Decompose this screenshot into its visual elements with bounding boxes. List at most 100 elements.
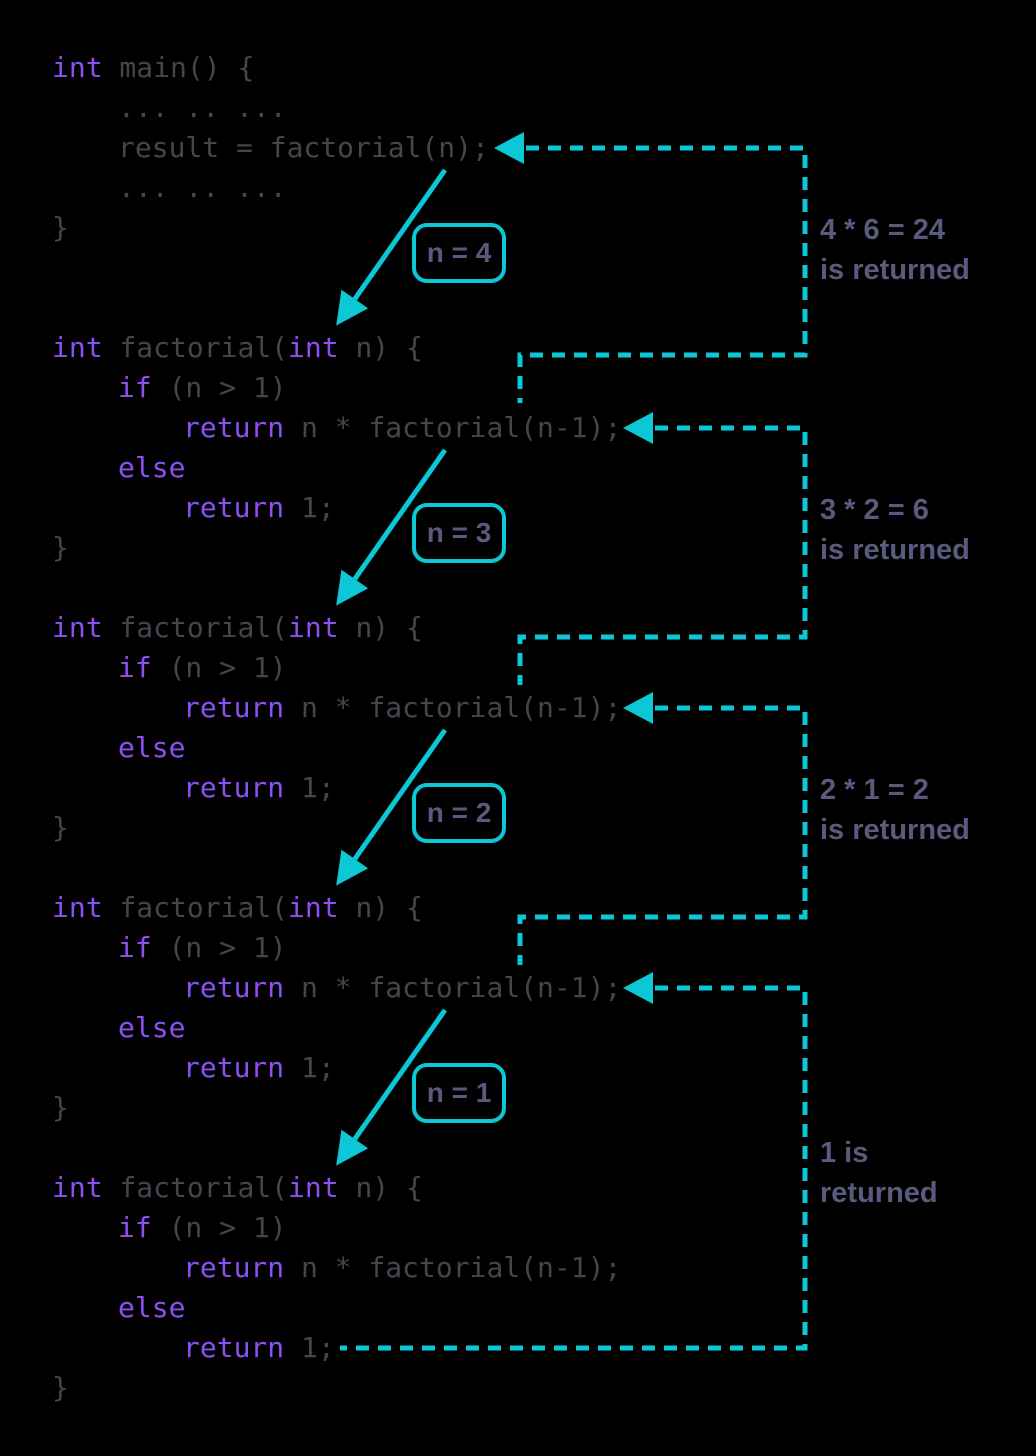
- code-keyword: if: [118, 651, 152, 684]
- note-line: 1 is: [820, 1137, 869, 1169]
- call-arrow-n2: [336, 728, 448, 886]
- code-line: if (n > 1): [118, 934, 287, 962]
- code-text: }: [52, 531, 69, 564]
- code-keyword: int: [288, 611, 339, 644]
- return-value-note-1: 1 is returned: [820, 1133, 938, 1213]
- code-line: else: [118, 454, 185, 482]
- return-arrowhead-icon: [623, 692, 653, 724]
- return-arrowhead-icon: [623, 412, 653, 444]
- code-line: }: [52, 534, 69, 562]
- return-path-1: [340, 985, 808, 1351]
- code-keyword: return: [183, 1331, 285, 1364]
- code-keyword: else: [118, 731, 186, 764]
- call-arg-label-n2: n = 2: [412, 783, 506, 843]
- code-line: int factorial(int n) {: [52, 894, 423, 922]
- code-keyword: return: [183, 491, 285, 524]
- code-text: n) {: [338, 331, 423, 364]
- return-arrowhead-icon: [494, 132, 524, 164]
- return-paths: [340, 132, 808, 1351]
- code-keyword: if: [118, 371, 152, 404]
- code-text: }: [52, 1371, 69, 1404]
- code-keyword: if: [118, 931, 152, 964]
- code-line: }: [52, 1374, 69, 1402]
- code-line: }: [52, 214, 69, 242]
- code-line: return n * factorial(n-1);: [183, 694, 621, 722]
- code-keyword: int: [52, 891, 103, 924]
- code-keyword: int: [288, 1171, 339, 1204]
- code-line: if (n > 1): [118, 1214, 287, 1242]
- note-line: returned: [820, 1177, 938, 1209]
- code-line: }: [52, 814, 69, 842]
- return-value-note-2: 2 * 1 = 2 is returned: [820, 770, 970, 850]
- code-line: ... .. ...: [118, 94, 287, 122]
- code-text: n * factorial(n-1);: [284, 691, 622, 724]
- code-text: factorial(: [102, 331, 289, 364]
- code-text: result = factorial(n);: [118, 131, 489, 164]
- code-keyword: return: [183, 1051, 285, 1084]
- code-text: n * factorial(n-1);: [284, 1251, 622, 1284]
- code-line: int factorial(int n) {: [52, 1174, 423, 1202]
- code-line: }: [52, 1094, 69, 1122]
- code-line: else: [118, 1294, 185, 1322]
- code-text: factorial(: [102, 611, 289, 644]
- code-text: 1;: [284, 1051, 335, 1084]
- call-arg-text: n = 3: [426, 517, 492, 548]
- code-text: n) {: [338, 611, 423, 644]
- code-line: ... .. ...: [118, 174, 287, 202]
- call-arg-text: n = 4: [426, 237, 492, 268]
- note-line: 4 * 6 = 24: [820, 214, 945, 246]
- note-line: is returned: [820, 254, 970, 286]
- call-arg-label-n3: n = 3: [412, 503, 506, 563]
- code-text: }: [52, 1091, 69, 1124]
- code-keyword: return: [183, 1251, 285, 1284]
- note-line: is returned: [820, 534, 970, 566]
- code-line: return 1;: [183, 1054, 335, 1082]
- code-text: (n > 1): [151, 931, 287, 964]
- code-text: (n > 1): [151, 651, 287, 684]
- call-arrow-n4: [336, 168, 448, 326]
- note-line: is returned: [820, 814, 970, 846]
- code-keyword: else: [118, 1291, 186, 1324]
- code-line: return n * factorial(n-1);: [183, 974, 621, 1002]
- return-path-2: [517, 705, 808, 965]
- code-keyword: return: [183, 411, 285, 444]
- code-line: return n * factorial(n-1);: [183, 414, 621, 442]
- code-text: ... .. ...: [118, 171, 287, 204]
- return-path-24-to-main: [517, 145, 808, 403]
- note-line: 3 * 2 = 6: [820, 494, 929, 526]
- code-keyword: else: [118, 1011, 186, 1044]
- code-text: n * factorial(n-1);: [284, 971, 622, 1004]
- code-text: }: [52, 811, 69, 844]
- call-arg-text: n = 2: [426, 797, 492, 828]
- code-text: n) {: [338, 1171, 423, 1204]
- code-text: (n > 1): [151, 371, 287, 404]
- call-arg-label-n1: n = 1: [412, 1063, 506, 1123]
- code-text: 1;: [284, 771, 335, 804]
- code-keyword: int: [52, 1171, 103, 1204]
- code-keyword: return: [183, 971, 285, 1004]
- code-text: n * factorial(n-1);: [284, 411, 622, 444]
- code-text: factorial(: [102, 1171, 289, 1204]
- code-line: int main() {: [52, 54, 254, 82]
- code-line: else: [118, 734, 185, 762]
- return-value-note-24: 4 * 6 = 24 is returned: [820, 210, 970, 290]
- code-text: ... .. ...: [118, 91, 287, 124]
- code-text: factorial(: [102, 891, 289, 924]
- code-line: result = factorial(n);: [118, 134, 489, 162]
- call-arrow-n1: [336, 1008, 448, 1166]
- code-line: int factorial(int n) {: [52, 614, 423, 642]
- code-keyword: else: [118, 451, 186, 484]
- code-line: int factorial(int n) {: [52, 334, 423, 362]
- code-text: 1;: [284, 1331, 335, 1364]
- call-arrows: [336, 168, 448, 1166]
- code-line: else: [118, 1014, 185, 1042]
- call-arrow-n3: [336, 448, 448, 606]
- note-line: 2 * 1 = 2: [820, 774, 929, 806]
- code-keyword: return: [183, 771, 285, 804]
- call-arg-text: n = 1: [426, 1077, 492, 1108]
- return-path-6: [517, 425, 808, 685]
- code-keyword: int: [288, 891, 339, 924]
- code-line: if (n > 1): [118, 654, 287, 682]
